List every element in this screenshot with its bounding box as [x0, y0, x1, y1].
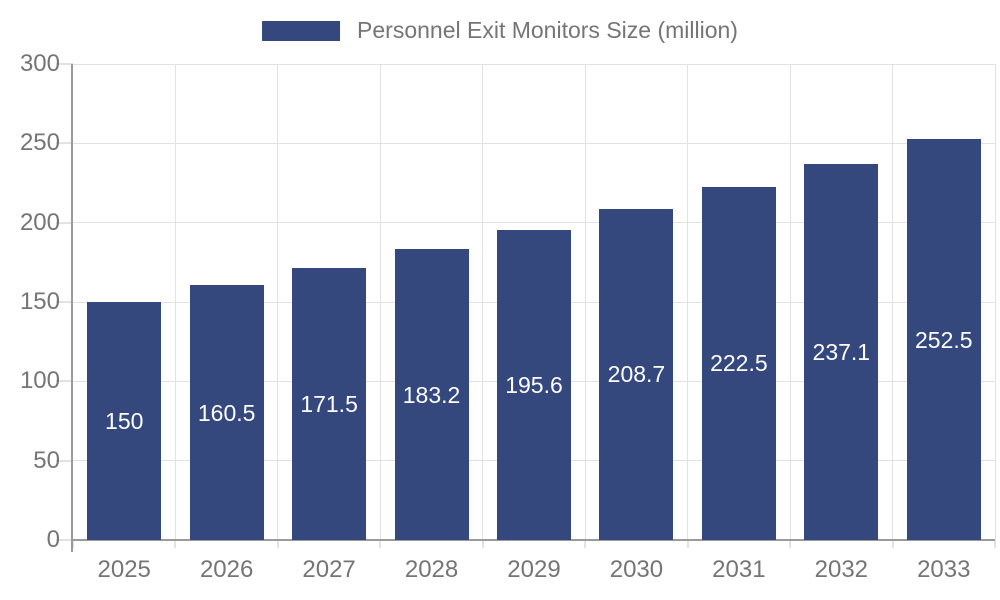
- gridline-vertical: [277, 64, 279, 540]
- y-tick-mark: [56, 142, 73, 145]
- gridline-horizontal: [73, 142, 995, 144]
- x-tick-mark: [686, 540, 689, 548]
- x-axis-tick-label: 2025: [97, 556, 151, 583]
- bar: [497, 229, 571, 540]
- x-tick-mark: [789, 540, 792, 548]
- x-axis-tick-label: 2030: [609, 556, 664, 583]
- x-tick-mark: [481, 540, 484, 548]
- y-axis-tick-label: 150: [19, 288, 60, 315]
- y-axis-tick-label: 300: [19, 50, 60, 77]
- legend-label: Personnel Exit Monitors Size (million): [357, 17, 738, 43]
- bar: [804, 163, 879, 540]
- x-axis-tick-label: 2031: [712, 556, 766, 583]
- gridline-vertical: [379, 64, 381, 540]
- y-tick-mark: [56, 221, 73, 224]
- y-tick-mark: [56, 459, 73, 462]
- bar: [394, 249, 469, 540]
- bar: [189, 285, 264, 540]
- bar-value-label: 171.5: [300, 390, 358, 417]
- gridline-horizontal: [73, 63, 995, 65]
- gridline-vertical: [892, 64, 894, 540]
- x-axis-tick-label: 2032: [814, 556, 869, 583]
- x-tick-mark: [276, 540, 279, 548]
- x-axis-line: [71, 539, 995, 541]
- bar-value-label: 222.5: [710, 350, 768, 377]
- y-axis-tick-label: 200: [19, 208, 60, 236]
- y-axis-tick-label: 50: [33, 446, 60, 474]
- bar-value-label: 252.5: [914, 326, 973, 353]
- gridline-vertical: [789, 64, 791, 540]
- y-tick-mark: [56, 63, 73, 65]
- bar: [599, 208, 674, 540]
- x-tick-mark: [174, 540, 177, 548]
- gridline-vertical: [482, 64, 484, 540]
- bar: [701, 186, 776, 540]
- y-tick-mark: [56, 301, 73, 303]
- x-axis-tick-label: 2028: [404, 556, 459, 583]
- y-tick-mark: [56, 380, 73, 383]
- bar-value-label: 150: [105, 408, 144, 434]
- bar-value-label: 237.1: [812, 338, 871, 365]
- bar-value-label: 160.5: [197, 399, 256, 426]
- x-tick-mark: [584, 540, 587, 548]
- y-axis-tick-label: 100: [19, 367, 60, 395]
- bar: [87, 302, 162, 540]
- y-axis-tick-label: 0: [46, 526, 60, 553]
- bar-value-label: 183.2: [402, 381, 461, 408]
- x-axis-tick-label: 2029: [507, 556, 561, 583]
- gridline-vertical: [174, 64, 176, 540]
- x-axis-tick-label: 2027: [302, 556, 356, 583]
- gridline-vertical: [994, 64, 996, 540]
- legend: Personnel Exit Monitors Size (million): [262, 17, 738, 44]
- gridline-vertical: [584, 64, 586, 540]
- gridline-vertical: [687, 64, 689, 540]
- x-tick-mark: [994, 540, 996, 548]
- bar: [906, 139, 981, 540]
- x-axis-tick-label: 2026: [199, 556, 254, 583]
- legend-swatch: [262, 20, 341, 41]
- bar-value-label: 195.6: [505, 371, 563, 398]
- x-axis-tick-label: 2033: [917, 556, 971, 583]
- bar-value-label: 208.7: [607, 361, 666, 388]
- y-axis-line: [71, 64, 73, 552]
- gridline-horizontal: [73, 222, 995, 224]
- x-tick-mark: [891, 540, 894, 548]
- y-axis-tick-label: 250: [19, 129, 60, 157]
- x-tick-mark: [72, 540, 74, 548]
- bar: [292, 267, 367, 540]
- y-tick-mark: [56, 539, 73, 541]
- x-tick-mark: [379, 540, 382, 548]
